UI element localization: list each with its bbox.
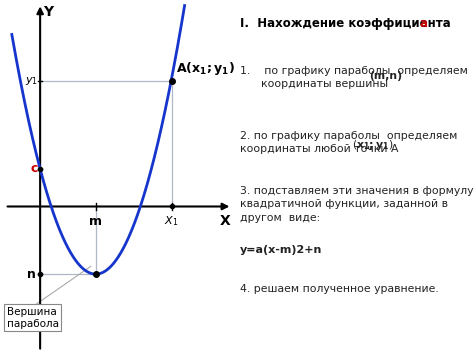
Text: y=a(x-m)2+n: y=a(x-m)2+n	[239, 245, 322, 255]
Text: I.  Нахождение коэффициента: I. Нахождение коэффициента	[239, 17, 455, 31]
Text: 2. по графику параболы  определяем
координаты любой точки А: 2. по графику параболы определяем коорди…	[239, 131, 457, 154]
Text: а: а	[419, 17, 428, 31]
Text: 4. решаем полученное уравнение.: 4. решаем полученное уравнение.	[239, 284, 438, 294]
Text: $X_1$: $X_1$	[164, 214, 179, 228]
Text: X: X	[219, 214, 230, 228]
Text: Y: Y	[43, 5, 53, 20]
Text: Вершина
парабола: Вершина парабола	[7, 307, 59, 329]
Text: $y_1$: $y_1$	[25, 75, 38, 87]
Text: ($\mathbf{x_1;y_1}$): ($\mathbf{x_1;y_1}$)	[352, 138, 393, 152]
Text: m: m	[89, 215, 102, 228]
Text: (m,n): (m,n)	[369, 71, 402, 81]
Text: $\bf{A(x_1;y_1)}$: $\bf{A(x_1;y_1)}$	[176, 60, 235, 77]
Text: 1.    по графику параболы  определяем
      координаты вершины: 1. по графику параболы определяем коорди…	[239, 66, 467, 89]
Text: c: c	[30, 162, 38, 175]
Text: n: n	[27, 268, 36, 281]
Text: 3. подставляем эти значения в формулу
квадратичной функции, заданной в
другом  в: 3. подставляем эти значения в формулу кв…	[239, 186, 473, 223]
